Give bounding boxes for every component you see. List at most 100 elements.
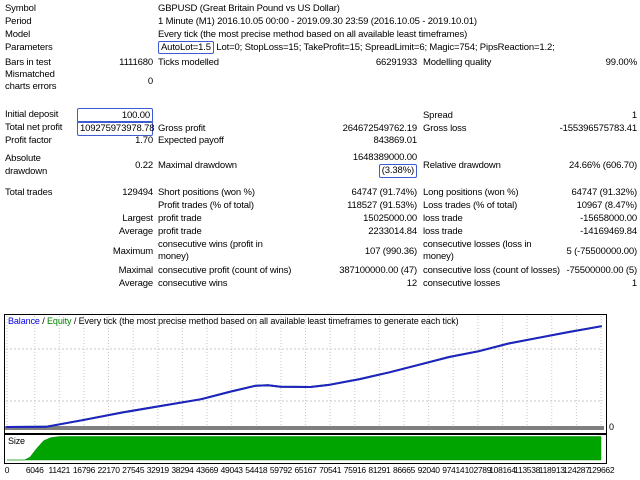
report-row-parameters: Parameters AutoLot=1.5 Lot=0; StopLoss=1… — [5, 41, 637, 54]
x-axis-tick-label: 65167 — [294, 465, 317, 475]
x-axis-tick-label: 27545 — [122, 465, 145, 475]
row-sublabel: Maximum — [112, 245, 153, 257]
maxdd-value-stack: 1648389000.00 (3.38%) — [353, 152, 417, 178]
stat-value: 1111680 — [119, 57, 153, 68]
report-row-max-consecutive: Maximum consecutive wins (profit in mone… — [5, 238, 637, 264]
stat-value: -75500000.00 (5) — [566, 265, 638, 276]
report-row-netprofit: Total net profit 109275973978.78 Gross p… — [5, 121, 637, 136]
row-label: consecutive losses — [423, 278, 501, 289]
legend-separator: / — [71, 316, 79, 326]
balance-chart-plot — [5, 316, 604, 430]
stat-value: 12 — [406, 278, 417, 289]
stat-value: 107 (990.36) — [364, 245, 417, 257]
stat-value: 1 — [631, 110, 637, 121]
stat-value: 64747 (91.32%) — [571, 187, 637, 198]
row-label: loss trade — [423, 226, 463, 237]
maxdd-pct-highlight-box: (3.38%) — [378, 164, 417, 178]
row-label: Gross profit — [158, 123, 206, 134]
stat-value: 5 (-75500000.00) — [566, 245, 638, 257]
stat-value: 1.70 — [135, 135, 153, 146]
row-label: Parameters — [5, 42, 53, 53]
size-chart-plot — [7, 436, 602, 461]
x-axis-tick-label: 81291 — [368, 465, 391, 475]
row-label: Short positions (won %) — [158, 187, 255, 198]
y-axis-zero-label: 0 — [609, 422, 614, 432]
x-axis-labels: 0 6046 11421 16796 22170 27545 32919 38294 43669… — [0, 465, 640, 477]
stat-value: 2233014.84 — [368, 226, 417, 237]
x-axis-tick-label: 129662 — [587, 465, 615, 475]
legend-balance: Balance — [8, 316, 40, 326]
row-label: Spread — [423, 110, 453, 121]
legend-separator: / — [39, 316, 48, 326]
x-axis-tick-label: 92040 — [417, 465, 440, 475]
stat-value: 66291933 — [375, 57, 417, 68]
stat-value: 24.66% (606.70) — [569, 159, 637, 171]
row-label: Relative drawdown — [423, 159, 501, 171]
stat-value: 264672549762.19 — [342, 123, 418, 134]
x-axis-tick-label: 108164 — [489, 465, 516, 475]
parameters-value: AutoLot=1.5 Lot=0; StopLoss=15; TakeProf… — [158, 41, 637, 54]
legend-description: Every tick (the most precise method base… — [78, 316, 459, 326]
report-row-symbol: Symbol GBPUSD (Great Britain Pound vs US… — [5, 2, 637, 15]
row-label: consecutive losses (loss in money) — [423, 239, 532, 262]
row-label: loss trade — [423, 213, 463, 224]
report-row-period: Period 1 Minute (M1) 2016.10.05 00:00 - … — [5, 15, 637, 28]
report-row-deposit: Initial deposit 100.00 Spread 1 — [5, 108, 637, 123]
row-sublabel: Maximal — [118, 265, 153, 276]
stat-value: 1648389000.00 — [352, 152, 417, 163]
x-axis-tick-label: 102789 — [464, 465, 492, 475]
x-axis-tick-label: 54418 — [245, 465, 268, 475]
chart-legend: Balance / Equity / Every tick (the most … — [8, 316, 459, 326]
symbol-value: GBPUSD (Great Britain Pound vs US Dollar… — [158, 3, 340, 14]
row-label: Initial deposit — [5, 109, 59, 120]
x-axis-tick-label: 113538 — [514, 465, 541, 475]
stat-value: 843869.01 — [373, 135, 417, 146]
report-row-bars: Bars in test 1111680 Ticks modelled 66291… — [5, 56, 637, 69]
report-row-average-consecutive: Average consecutive wins 12 consecutive l… — [5, 277, 637, 290]
row-label: Gross loss — [423, 123, 467, 134]
report-row-maximal-consecutive: Maximal consecutive profit (count of win… — [5, 264, 637, 277]
x-axis-tick-label: 22170 — [97, 465, 120, 475]
x-axis-tick-label: 0 — [4, 465, 10, 475]
stat-value: 387100000.00 (47) — [339, 265, 417, 276]
stat-value: 0 — [147, 75, 153, 87]
legend-equity: Equity — [47, 316, 72, 326]
stat-value: 129494 — [122, 187, 153, 198]
row-label: Ticks modelled — [158, 57, 219, 68]
row-label: consecutive wins (profit in money) — [158, 239, 263, 262]
row-label: profit trade — [158, 226, 202, 237]
row-sublabel: Average — [118, 226, 153, 237]
row-label: Total net profit — [5, 122, 63, 133]
row-label: Model — [5, 29, 31, 40]
x-axis-tick-label: 70541 — [319, 465, 342, 475]
x-axis-tick-label: 49043 — [220, 465, 243, 475]
x-axis-tick-label: 75916 — [343, 465, 366, 475]
stat-value: 10967 (8.47%) — [576, 200, 638, 211]
x-axis-tick-label: 43669 — [195, 465, 219, 475]
row-label: Mismatched charts errors — [5, 69, 57, 92]
x-axis-tick-label: 86665 — [392, 465, 416, 475]
row-label: consecutive loss (count of losses) — [423, 265, 560, 276]
stat-value: 64747 (91.74%) — [351, 187, 417, 198]
report-row-profitfactor: Profit factor 1.70 Expected payoff 843869… — [5, 134, 637, 147]
period-value: 1 Minute (M1) 2016.10.05 00:00 - 2019.09… — [158, 16, 477, 27]
x-axis-tick-label: 16796 — [72, 465, 96, 475]
size-chart-label: Size — [8, 436, 25, 446]
stat-value: -14169469.84 — [580, 226, 637, 237]
row-label: Period — [5, 16, 32, 27]
row-label: Profit trades (% of total) — [158, 200, 254, 211]
stat-value: 1 — [631, 278, 637, 289]
x-axis-tick-label: 6046 — [25, 465, 44, 475]
balance-equity-chart: Balance / Equity / Every tick (the most … — [4, 314, 607, 434]
row-label: Maximal drawdown — [158, 159, 237, 171]
deposit-highlight-box: 100.00 — [77, 108, 153, 123]
report-row-drawdown: Absolute drawdown 0.22 Maximal drawdown … — [5, 152, 637, 178]
x-axis-tick-label: 11421 — [48, 465, 71, 475]
stat-value: 118527 (91.53%) — [347, 200, 417, 211]
row-sublabel: Largest — [122, 213, 153, 224]
report-row-largest: Largest profit trade 15025000.00 loss tra… — [5, 212, 637, 225]
autolot-highlight-box: AutoLot=1.5 — [158, 41, 214, 54]
x-axis-tick-label: 97414 — [442, 465, 465, 475]
stat-value: -15658000.00 — [580, 213, 637, 224]
